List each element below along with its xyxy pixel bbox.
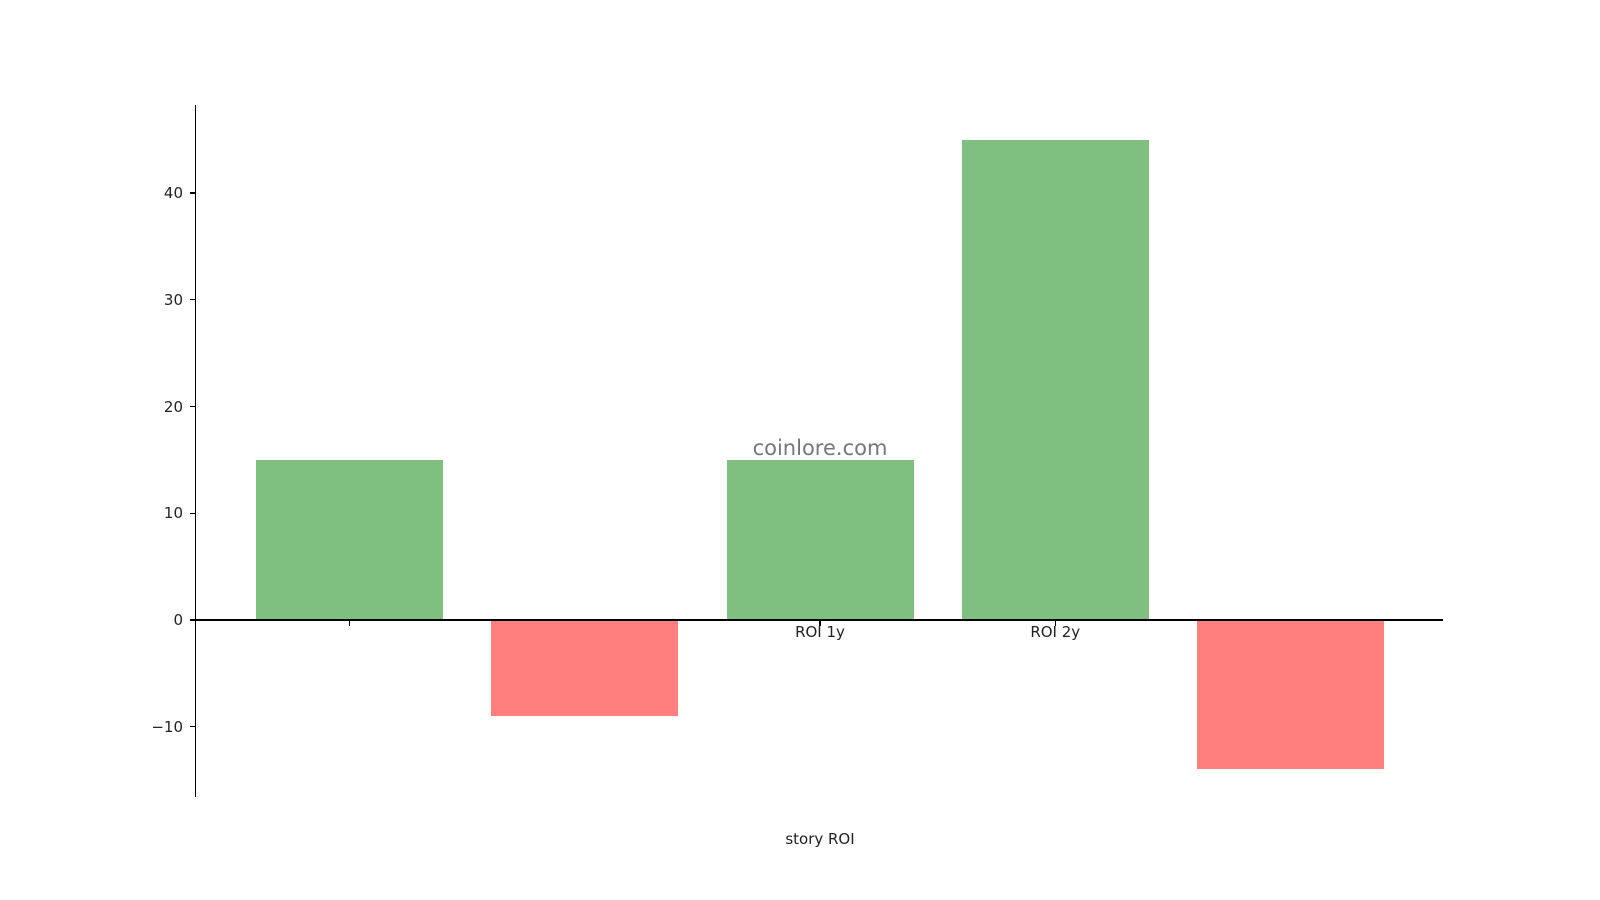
- watermark: coinlore.com: [752, 436, 888, 460]
- y-tick-mark: [189, 405, 195, 408]
- x-tick-label: ROI 2y: [1030, 623, 1081, 641]
- y-tick-label: 40: [163, 184, 183, 202]
- x-tick-mark: [348, 620, 351, 626]
- y-tick-label: 20: [163, 397, 183, 416]
- bar-roi-1y: [726, 459, 914, 620]
- x-tick-mark: [1054, 620, 1056, 626]
- y-tick-mark: [189, 512, 195, 514]
- y-axis-spine: [194, 105, 196, 797]
- y-tick-label: 0: [173, 611, 183, 629]
- bar-item-2: [491, 620, 679, 717]
- x-axis-title: story ROI: [785, 830, 855, 848]
- y-tick-label: 30: [163, 290, 183, 309]
- y-tick-mark: [189, 192, 195, 194]
- x-axis-line: [196, 619, 1443, 621]
- x-tick-label: ROI 1y: [795, 623, 845, 641]
- y-tick-label: 10: [163, 504, 183, 523]
- bar-roi-2y: [961, 139, 1149, 620]
- bar-item-1: [256, 459, 443, 620]
- x-tick-mark: [819, 620, 821, 626]
- y-tick-mark: [189, 299, 195, 301]
- y-tick-mark: [189, 726, 195, 728]
- y-tick-label: −10: [151, 717, 183, 736]
- bar-item-5: [1197, 620, 1384, 770]
- y-tick-mark: [189, 619, 195, 621]
